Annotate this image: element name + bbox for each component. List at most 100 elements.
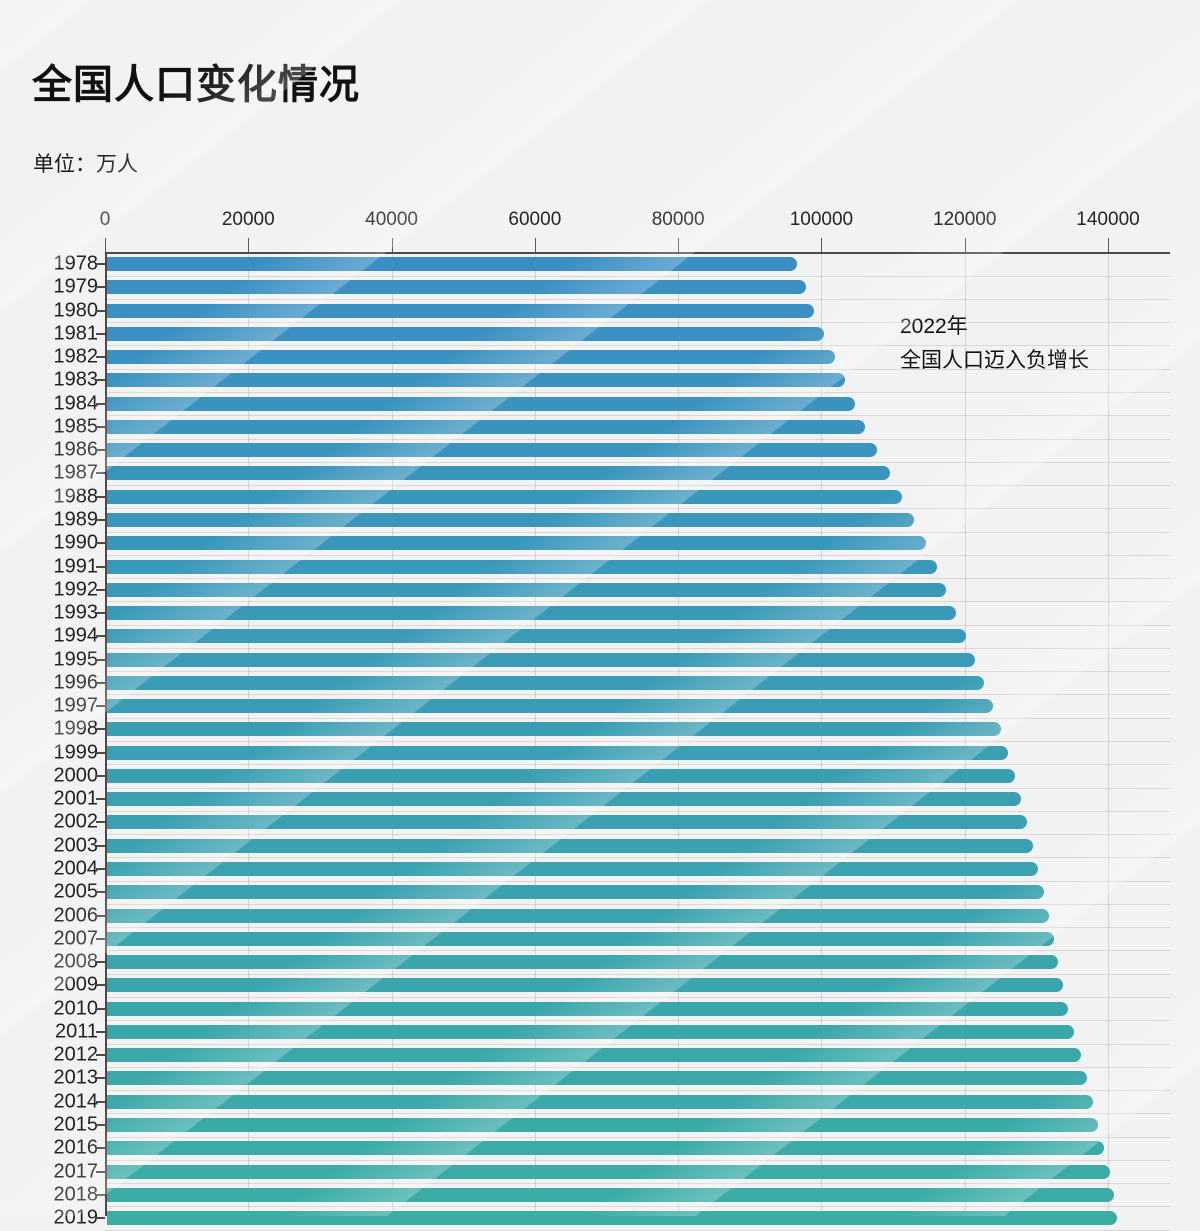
y-axis-tick-label: 1986	[53, 438, 99, 461]
horizontal-gridline	[105, 741, 1170, 743]
bar	[107, 745, 1009, 760]
y-axis-tick-label: 2005	[53, 880, 99, 903]
y-axis-tick-label: 1990	[53, 531, 99, 554]
y-axis-tick-mark	[96, 751, 105, 754]
y-axis-tick-label: 2004	[53, 857, 99, 880]
bar	[107, 838, 1033, 853]
y-axis-tick-mark	[96, 356, 105, 359]
y-axis-tick-label: 1993	[53, 601, 99, 624]
x-axis-tick-mark	[964, 238, 966, 252]
horizontal-gridline	[105, 903, 1170, 905]
bar	[107, 396, 855, 411]
horizontal-gridline	[105, 764, 1170, 766]
bar	[107, 326, 824, 341]
y-axis-tick-mark	[96, 1030, 105, 1033]
bar	[107, 722, 1001, 737]
y-axis-tick-label: 1982	[53, 345, 99, 368]
y-axis-tick-label: 2012	[53, 1043, 99, 1066]
chart-annotation: 2022年 全国人口迈入负增长	[900, 310, 1089, 378]
bar	[107, 675, 984, 690]
x-axis-tick-label: 0	[99, 209, 111, 230]
horizontal-gridline	[105, 485, 1170, 487]
y-axis-tick-label: 2008	[53, 950, 99, 973]
y-axis-tick-mark	[96, 588, 105, 591]
y-axis-tick-label: 1987	[53, 461, 99, 484]
y-axis-tick-label: 2019	[53, 1206, 99, 1229]
y-axis-tick-mark	[96, 402, 105, 405]
bar	[107, 536, 927, 551]
y-axis-tick-mark	[96, 798, 105, 801]
horizontal-gridline	[105, 624, 1170, 626]
bar	[107, 443, 878, 458]
horizontal-gridline	[105, 275, 1170, 277]
y-axis-tick-mark	[96, 844, 105, 847]
horizontal-gridline	[105, 461, 1170, 463]
bar	[107, 1071, 1087, 1086]
y-axis-tick-mark	[96, 565, 105, 568]
x-axis-tick-label: 120000	[933, 209, 997, 230]
bar	[107, 582, 947, 597]
chart-unit-label: 单位：万人	[33, 153, 138, 176]
bar	[107, 978, 1064, 993]
bar	[107, 1117, 1098, 1132]
y-axis-tick-mark	[96, 774, 105, 777]
bar	[107, 1211, 1118, 1226]
x-axis-tick-mark	[391, 238, 393, 252]
y-axis-tick-mark	[96, 914, 105, 917]
y-axis-tick-label: 2001	[53, 787, 99, 810]
horizontal-gridline	[105, 1206, 1170, 1208]
x-axis-tick-mark	[105, 238, 106, 252]
y-axis-tick-label: 1998	[53, 717, 99, 740]
horizontal-gridline	[105, 368, 1170, 370]
y-axis-tick-label: 2000	[53, 764, 99, 787]
horizontal-gridline	[105, 694, 1170, 696]
horizontal-gridline	[105, 927, 1170, 929]
bar	[107, 1001, 1068, 1016]
horizontal-gridline	[105, 391, 1170, 393]
bar	[107, 280, 806, 295]
y-axis-tick-mark	[96, 263, 105, 265]
y-axis-tick-mark	[96, 332, 105, 335]
bar	[107, 419, 866, 434]
bar	[107, 466, 891, 481]
horizontal-gridline	[105, 531, 1170, 533]
bar	[107, 512, 915, 527]
y-axis-tick-label: 2013	[53, 1066, 99, 1089]
y-axis-tick-label: 1997	[53, 694, 99, 717]
horizontal-gridline	[105, 298, 1170, 300]
horizontal-gridline	[105, 1020, 1170, 1022]
y-axis-tick-mark	[96, 309, 105, 312]
y-axis-tick-mark	[96, 1147, 105, 1150]
y-axis-tick-mark	[96, 937, 105, 940]
y-axis-tick-mark	[96, 286, 105, 289]
horizontal-gridline	[105, 322, 1170, 324]
y-axis-tick-label: 1981	[53, 322, 99, 345]
y-axis-tick-mark	[96, 681, 105, 684]
x-axis-tick-mark	[1108, 238, 1109, 252]
y-axis-tick-label: 2016	[53, 1136, 99, 1159]
y-axis-tick-label: 1989	[53, 508, 99, 531]
horizontal-gridline	[105, 950, 1170, 952]
bar	[107, 792, 1022, 807]
bar	[107, 1024, 1074, 1039]
y-axis-tick-label: 2006	[53, 904, 99, 927]
page-title: 全国人口变化情况	[32, 63, 360, 107]
bar	[107, 885, 1044, 900]
horizontal-gridline	[105, 1043, 1170, 1045]
x-axis-line	[105, 252, 1170, 254]
x-axis-tick-label: 80000	[651, 209, 705, 230]
y-axis-tick-label: 2009	[53, 973, 99, 996]
bar	[107, 1164, 1111, 1179]
y-axis-tick-label: 1980	[53, 299, 99, 322]
y-axis-tick-mark	[96, 821, 105, 824]
y-axis-tick-mark	[96, 1123, 105, 1126]
bar	[107, 373, 845, 388]
y-axis-tick-label: 1985	[53, 415, 99, 438]
horizontal-gridline	[105, 1159, 1170, 1161]
bar	[107, 1094, 1094, 1109]
y-axis-tick-label: 2011	[54, 1020, 98, 1043]
y-axis-tick-mark	[96, 472, 105, 475]
y-axis-tick-label: 2010	[53, 997, 99, 1020]
y-axis-tick-mark	[96, 518, 105, 521]
y-axis-tick-mark	[96, 1217, 105, 1220]
